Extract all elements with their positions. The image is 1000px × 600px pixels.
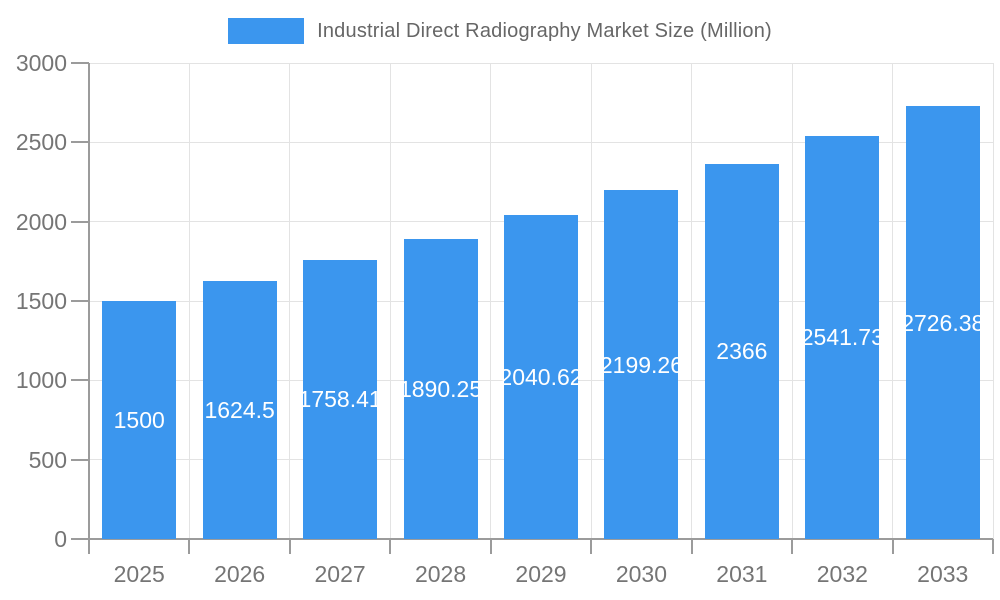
bar-value-label: 1758.41 — [298, 386, 382, 413]
bar — [202, 281, 277, 539]
x-axis-tick — [690, 539, 693, 554]
bar-value-label: 2726.38 — [901, 309, 985, 336]
y-axis-line — [88, 63, 90, 539]
gridline-vertical — [289, 63, 291, 539]
bar — [805, 135, 880, 539]
bar — [102, 301, 177, 539]
y-axis-tick — [71, 538, 89, 540]
y-tick-label: 1500 — [15, 288, 67, 314]
y-tick-label: 2500 — [15, 129, 67, 156]
x-tick-label: 2030 — [615, 561, 668, 587]
bar-value-label: 2366 — [716, 338, 768, 365]
y-axis-tick — [71, 62, 89, 64]
x-axis-tick — [288, 539, 291, 554]
x-tick-label: 2029 — [515, 561, 567, 587]
x-axis-tick — [891, 539, 894, 554]
x-tick-label: 2032 — [816, 561, 868, 587]
gridline-vertical — [691, 63, 693, 539]
x-tick-label: 2026 — [214, 561, 266, 587]
gridline-vertical — [892, 63, 894, 539]
x-axis-tick — [590, 539, 593, 554]
bar — [905, 106, 980, 539]
x-axis-tick — [791, 539, 794, 554]
gridline-vertical — [590, 63, 592, 539]
gridline-vertical — [389, 63, 391, 539]
gridline-horizontal — [89, 141, 993, 143]
y-axis-tick — [71, 458, 89, 461]
y-axis-tick — [71, 300, 89, 302]
gridline-vertical — [188, 63, 190, 539]
gridline-vertical — [490, 63, 492, 539]
x-axis-tick — [389, 539, 392, 554]
y-axis-tick — [71, 379, 89, 382]
x-tick-label: 2031 — [716, 561, 768, 587]
x-axis-line — [88, 538, 993, 540]
bar-value-label: 2541.73 — [800, 324, 884, 351]
y-axis-tick — [71, 141, 89, 144]
bar-value-label: 2040.62 — [499, 364, 583, 391]
x-tick-label: 2033 — [917, 561, 969, 587]
x-tick-label: 2025 — [113, 561, 165, 587]
y-tick-label: 1000 — [15, 367, 67, 394]
y-tick-label: 500 — [28, 446, 67, 473]
x-axis-tick — [88, 539, 90, 554]
chart-legend[interactable]: Industrial Direct Radiography Market Siz… — [0, 16, 1000, 46]
y-tick-label: 0 — [54, 526, 67, 552]
y-tick-label: 3000 — [15, 50, 67, 76]
x-tick-label: 2028 — [414, 561, 467, 587]
bar-value-label: 1500 — [113, 407, 165, 433]
bar — [403, 239, 478, 539]
y-axis-tick — [71, 220, 89, 223]
bar — [604, 190, 679, 539]
bar-value-label: 2199.26 — [599, 351, 683, 378]
x-tick-label: 2027 — [314, 561, 366, 587]
bar-value-label: 1624.5 — [204, 397, 275, 424]
x-axis-tick — [992, 539, 994, 554]
bar — [704, 163, 779, 539]
legend-swatch[interactable] — [228, 18, 305, 44]
bar — [504, 215, 578, 539]
gridline-horizontal — [89, 62, 993, 64]
bar — [303, 259, 378, 539]
legend-label: Industrial Direct Radiography Market Siz… — [317, 19, 772, 42]
gridline-vertical — [992, 63, 994, 539]
y-tick-label: 2000 — [15, 208, 67, 235]
bar-value-label: 1890.25 — [398, 376, 483, 403]
gridline-vertical — [791, 63, 793, 539]
x-axis-tick — [188, 539, 191, 554]
x-axis-tick — [489, 539, 492, 554]
